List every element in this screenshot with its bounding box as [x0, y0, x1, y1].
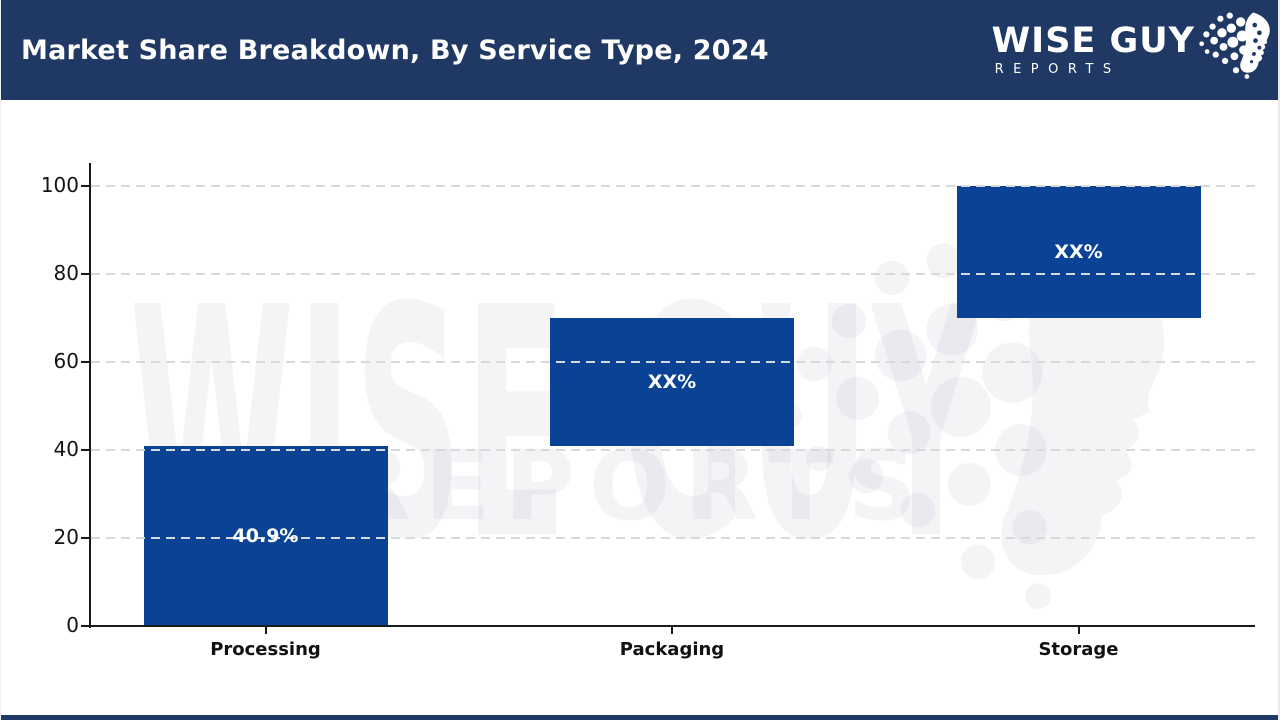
- bar-processing: [143, 445, 388, 626]
- watermark-head-icon: [775, 243, 1165, 610]
- y-tick-label: 40: [53, 436, 79, 461]
- gridline-80: [91, 272, 1255, 275]
- gridline-20: [91, 536, 1255, 539]
- bar-storage: [956, 185, 1201, 318]
- gridline-40: [91, 448, 1255, 451]
- y-tick: [81, 272, 89, 275]
- x-tick: [1077, 627, 1080, 634]
- y-tick-label: 0: [66, 613, 79, 637]
- y-tick-label: 20: [53, 524, 79, 549]
- wise-guy-logo: WISE GUY REPORTS: [992, 8, 1275, 92]
- logo-text: WISE GUY REPORTS: [991, 20, 1195, 77]
- y-tick: [81, 360, 89, 363]
- gridline-60: [91, 360, 1255, 363]
- x-tick: [671, 627, 673, 634]
- bar-value-label: XX%: [647, 370, 697, 393]
- x-axis-line: [89, 625, 1255, 627]
- y-tick-label: 60: [53, 348, 79, 373]
- x-axis-label: Packaging: [619, 639, 725, 660]
- bar-value-label: XX%: [1054, 240, 1103, 263]
- watermark-subtitle: REPORTS: [337, 430, 931, 542]
- logo-subtitle: REPORTS: [994, 61, 1121, 77]
- page-title: Market Share Breakdown, By Service Type,…: [21, 34, 769, 66]
- x-axis-label: Processing: [210, 639, 321, 660]
- y-tick: [81, 536, 89, 539]
- y-tick-label: 100: [40, 172, 79, 197]
- logo-wordmark: WISE GUY: [991, 20, 1195, 61]
- y-tick: [81, 448, 89, 451]
- y-tick-label: 80: [53, 260, 79, 285]
- logo-head-icon: [1199, 12, 1270, 79]
- y-tick: [81, 625, 89, 627]
- bar-packaging: [550, 317, 794, 446]
- x-tick: [264, 627, 267, 634]
- chart-area: WISE GUY REPORTS 40.9% Processing XX% Packa…: [1, 100, 1278, 715]
- y-axis-line: [89, 163, 91, 628]
- header: Market Share Breakdown, By Service Type,…: [1, 0, 1278, 100]
- y-tick: [81, 184, 89, 187]
- bar-value-label: 40.9%: [232, 524, 299, 547]
- footer-bar: [1, 715, 1278, 720]
- gridline-100: [91, 184, 1255, 187]
- x-axis-label: Storage: [1038, 639, 1119, 660]
